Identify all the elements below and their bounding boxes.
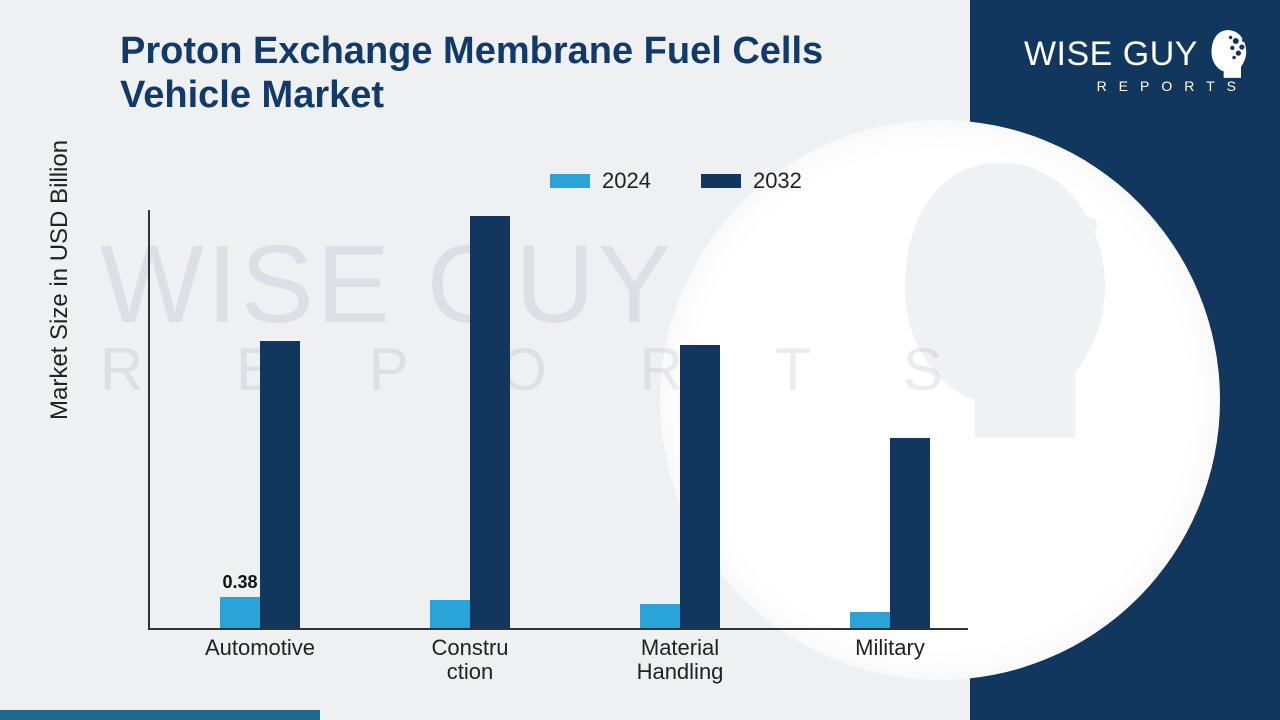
page: WISE GUY R E P O R T S Proton Exchange M… (0, 0, 1280, 720)
bar-2032 (680, 345, 720, 628)
legend-swatch-2032 (701, 174, 741, 188)
bar-2032 (260, 341, 300, 628)
chart-title: Proton Exchange Membrane Fuel Cells Vehi… (120, 30, 920, 117)
bar-group: Material Handling (590, 345, 770, 628)
bar-2024 (850, 612, 890, 628)
legend: 2024 2032 (550, 168, 802, 194)
category-label: Material Handling (590, 636, 770, 684)
bar-2024 (220, 597, 260, 628)
logo-main-text: WISE GUY (1024, 35, 1198, 74)
bar-group: Military (800, 438, 980, 628)
bar-group: Constru ction (380, 216, 560, 628)
bottom-accent-bar (0, 710, 320, 720)
bar-2032 (470, 216, 510, 628)
chart-area: 0.38AutomotiveConstru ctionMaterial Hand… (148, 210, 968, 630)
legend-label-2024: 2024 (602, 168, 651, 194)
y-axis-label: Market Size in USD Billion (46, 140, 74, 420)
category-label: Automotive (170, 636, 350, 660)
bar-2024 (640, 604, 680, 628)
plot: 0.38AutomotiveConstru ctionMaterial Hand… (148, 210, 968, 630)
brand-logo: WISE GUY REPORTS (1024, 28, 1252, 94)
bar-group: 0.38Automotive (170, 341, 350, 628)
legend-label-2032: 2032 (753, 168, 802, 194)
legend-swatch-2024 (550, 174, 590, 188)
bar-2032 (890, 438, 930, 628)
legend-item-2032: 2032 (701, 168, 802, 194)
legend-item-2024: 2024 (550, 168, 651, 194)
bar-value-label: 0.38 (220, 572, 260, 593)
bar-2024 (430, 600, 470, 628)
category-label: Military (800, 636, 980, 660)
logo-head-icon (1204, 28, 1252, 80)
logo-sub-text: REPORTS (1024, 78, 1252, 94)
category-label: Constru ction (380, 636, 560, 684)
